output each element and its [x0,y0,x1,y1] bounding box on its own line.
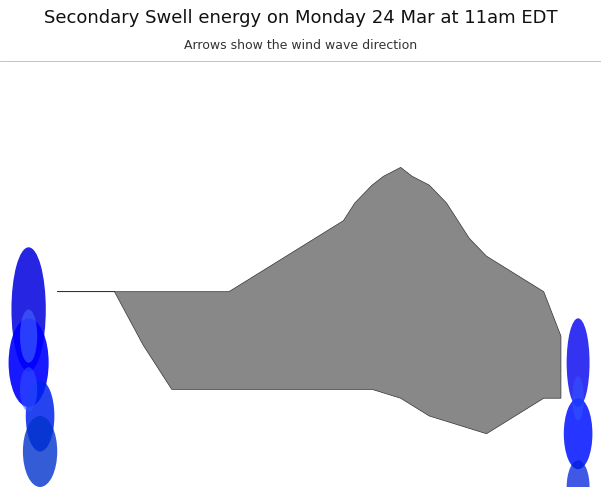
Ellipse shape [8,318,49,407]
Ellipse shape [564,398,593,469]
Ellipse shape [26,380,54,451]
Ellipse shape [567,460,590,487]
Ellipse shape [572,376,584,420]
Ellipse shape [567,318,590,407]
Text: Arrows show the wind wave direction: Arrows show the wind wave direction [184,39,417,52]
Ellipse shape [11,247,46,372]
Ellipse shape [20,367,37,412]
Ellipse shape [20,309,37,363]
Text: Secondary Swell energy on Monday 24 Mar at 11am EDT: Secondary Swell energy on Monday 24 Mar … [44,9,557,27]
Ellipse shape [23,416,57,487]
Polygon shape [57,168,561,434]
